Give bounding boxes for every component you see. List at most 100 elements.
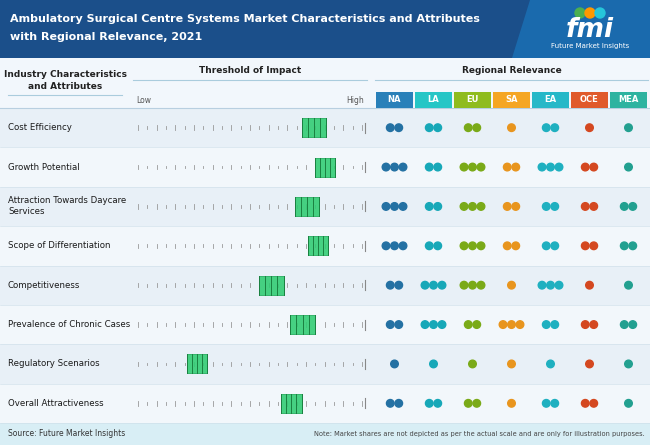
Circle shape [512,163,519,171]
Circle shape [430,281,437,289]
FancyBboxPatch shape [0,108,650,147]
Circle shape [621,242,628,250]
Circle shape [473,400,480,407]
Circle shape [430,360,437,368]
Circle shape [434,400,441,407]
Circle shape [516,321,524,328]
Circle shape [621,321,628,328]
Text: Prevalence of Chronic Cases: Prevalence of Chronic Cases [8,320,130,329]
Text: Ambulatory Surgical Centre Systems Market Characteristics and Attributes: Ambulatory Surgical Centre Systems Marke… [10,14,480,24]
FancyBboxPatch shape [308,236,328,255]
Text: Attraction Towards Daycare
Services: Attraction Towards Daycare Services [8,196,126,216]
Polygon shape [512,0,650,58]
Circle shape [582,321,589,328]
FancyBboxPatch shape [493,92,530,108]
Circle shape [430,321,437,328]
Circle shape [582,400,589,407]
Circle shape [499,321,507,328]
Circle shape [625,281,632,289]
Circle shape [387,281,394,289]
Circle shape [399,242,407,250]
FancyBboxPatch shape [0,147,650,187]
Circle shape [426,124,433,131]
Text: Growth Potential: Growth Potential [8,162,79,172]
Circle shape [551,400,558,407]
FancyBboxPatch shape [454,92,491,108]
Circle shape [387,400,394,407]
Circle shape [460,202,468,210]
FancyBboxPatch shape [0,0,650,58]
Circle shape [629,242,636,250]
Circle shape [512,242,519,250]
Circle shape [551,242,558,250]
Text: OCE: OCE [580,96,599,105]
Circle shape [460,163,468,171]
Circle shape [543,321,550,328]
Circle shape [508,124,515,131]
Text: fmi: fmi [566,17,614,43]
Circle shape [621,202,628,210]
Circle shape [582,242,589,250]
Circle shape [426,242,433,250]
Circle shape [465,321,472,328]
Text: NA: NA [388,96,401,105]
FancyBboxPatch shape [571,92,608,108]
Text: Source: Future Market Insights: Source: Future Market Insights [8,429,125,438]
FancyBboxPatch shape [0,226,650,266]
Circle shape [547,163,554,171]
Circle shape [382,163,390,171]
Circle shape [434,202,441,210]
Circle shape [547,360,554,368]
Circle shape [469,242,476,250]
FancyBboxPatch shape [610,92,647,108]
FancyBboxPatch shape [302,118,326,137]
Text: with Regional Relevance, 2021: with Regional Relevance, 2021 [10,32,202,42]
Circle shape [508,321,515,328]
Text: Future Market Insights: Future Market Insights [551,43,629,49]
Circle shape [625,400,632,407]
Circle shape [590,163,597,171]
Circle shape [469,202,476,210]
Circle shape [477,281,485,289]
Circle shape [477,202,485,210]
Circle shape [382,242,390,250]
Text: Low: Low [136,96,151,105]
FancyBboxPatch shape [415,92,452,108]
Circle shape [477,242,485,250]
Circle shape [473,124,480,131]
FancyBboxPatch shape [291,315,315,334]
Text: Note: Market shares are not depicted as per the actual scale and are only for il: Note: Market shares are not depicted as … [314,431,645,437]
Text: Industry Characteristics: Industry Characteristics [3,70,127,79]
Circle shape [434,124,441,131]
Circle shape [543,124,550,131]
Circle shape [469,163,476,171]
Circle shape [629,321,636,328]
Circle shape [585,8,595,18]
Circle shape [508,360,515,368]
Circle shape [625,124,632,131]
Text: EA: EA [545,96,556,105]
Text: Regional Relevance: Regional Relevance [462,66,562,75]
Circle shape [473,321,480,328]
Circle shape [575,8,585,18]
Circle shape [387,124,394,131]
Text: Competitiveness: Competitiveness [8,281,81,290]
Circle shape [586,360,593,368]
Text: EU: EU [466,96,478,105]
Circle shape [590,242,597,250]
Circle shape [504,202,511,210]
Circle shape [504,242,511,250]
Text: High: High [346,96,364,105]
Circle shape [465,400,472,407]
Text: and Attributes: and Attributes [28,82,102,91]
Circle shape [590,321,597,328]
FancyBboxPatch shape [295,197,319,216]
FancyBboxPatch shape [0,384,650,423]
Circle shape [434,163,441,171]
Circle shape [395,400,402,407]
Circle shape [551,321,558,328]
FancyBboxPatch shape [315,158,335,177]
FancyBboxPatch shape [187,355,207,373]
Circle shape [555,281,563,289]
Circle shape [382,202,390,210]
